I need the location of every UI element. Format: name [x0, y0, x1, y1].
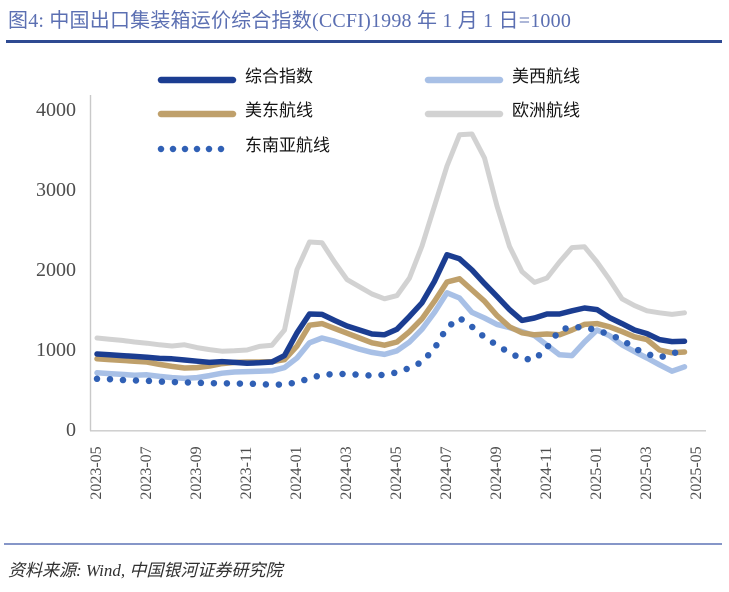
legend-item-us-west: 美西航线: [424, 68, 580, 86]
legend-label-europe: 欧洲航线: [512, 101, 580, 120]
y-tick-3000: 3000: [36, 179, 76, 201]
x-tick-2024-05: 2024-05: [388, 446, 405, 500]
x-tick-2023-05: 2023-05: [88, 446, 105, 500]
x-tick-2024-03: 2024-03: [338, 446, 355, 500]
x-tick-2024-09: 2024-09: [488, 446, 505, 500]
legend-item-composite: 综合指数: [157, 68, 313, 86]
x-tick-2023-07: 2023-07: [138, 446, 155, 500]
y-tick-4000: 4000: [36, 99, 76, 121]
legend-label-composite: 综合指数: [245, 67, 313, 86]
legend-item-us-east: 美东航线: [157, 102, 313, 120]
legend-label-se-asia: 东南亚航线: [245, 136, 330, 155]
legend-item-se-asia: 东南亚航线: [157, 137, 330, 155]
y-tick-1000: 1000: [36, 339, 76, 361]
legend-item-europe: 欧洲航线: [424, 102, 580, 120]
europe-line: [94, 131, 687, 354]
us-west-line-marker: [424, 72, 504, 84]
europe-line-marker: [424, 106, 504, 118]
us-west-line: [94, 290, 688, 382]
us-east-line-marker: [157, 106, 237, 118]
legend-label-us-east: 美东航线: [245, 101, 313, 120]
x-tick-2025-03: 2025-03: [638, 446, 655, 500]
x-tick-2023-11: 2023-11: [238, 446, 255, 500]
y-tick-2000: 2000: [36, 259, 76, 281]
composite-line-marker: [157, 72, 237, 84]
x-tick-2023-09: 2023-09: [188, 446, 205, 500]
x-tick-2024-01: 2024-01: [288, 446, 305, 500]
us-east-line: [94, 276, 688, 371]
source-note: 资料来源: Wind, 中国银河证券研究院: [8, 561, 283, 580]
title-divider: [6, 40, 722, 43]
se-asia-line-marker: [157, 141, 237, 153]
composite-line: [94, 252, 688, 366]
y-tick-0: 0: [66, 419, 76, 441]
x-tick-2024-11: 2024-11: [538, 446, 555, 500]
x-tick-2025-05: 2025-05: [688, 446, 705, 500]
legend-label-us-west: 美西航线: [512, 67, 580, 86]
x-tick-2024-07: 2024-07: [438, 446, 455, 500]
source-divider: [4, 543, 722, 545]
figure-title: 图4: 中国出口集装箱运价综合指数(CCFI)1998 年 1 月 1 日=10…: [8, 10, 572, 32]
x-tick-2025-01: 2025-01: [588, 446, 605, 500]
